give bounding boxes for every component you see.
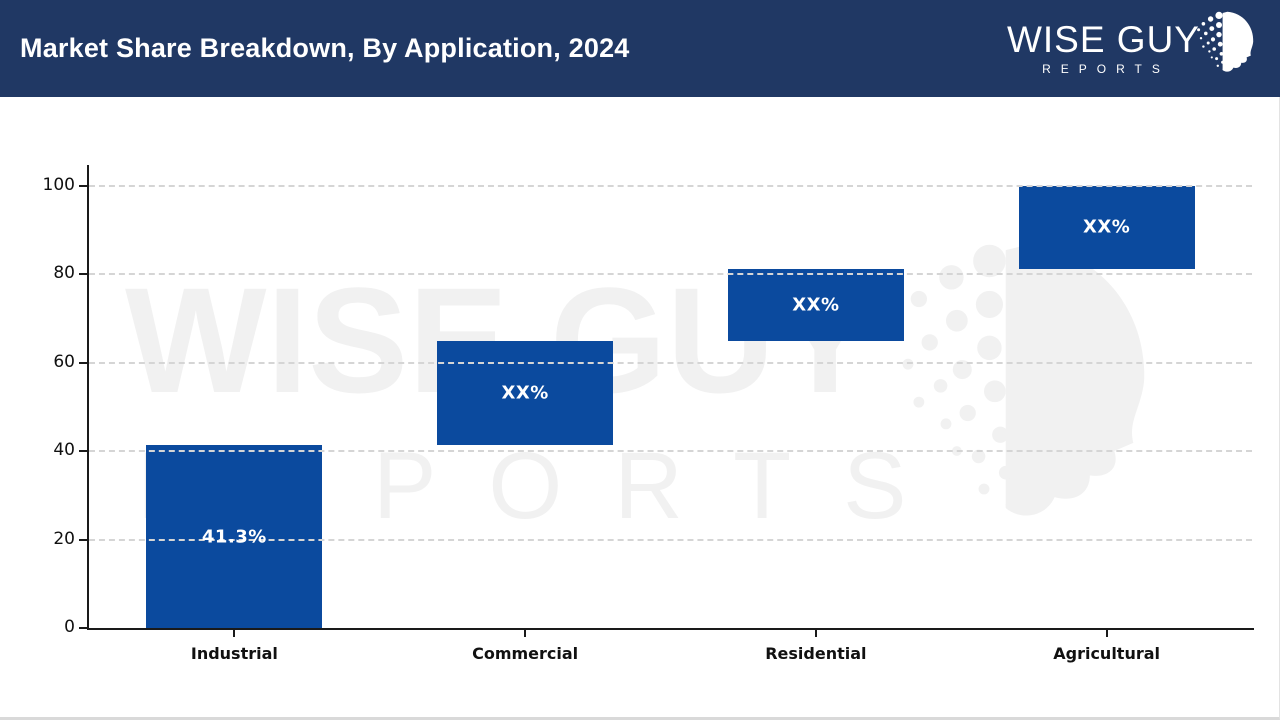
- wiseguy-logo-line1: WISE GUY: [1006, 19, 1200, 60]
- wiseguy-logo: WISE GUY REPORTS: [1007, 7, 1262, 91]
- bar-commercial: [437, 340, 614, 446]
- y-tick-100: [79, 185, 87, 187]
- y-tick-label-100: 100: [42, 175, 75, 195]
- wiseguy-logo-text: WISE GUY REPORTS: [1007, 21, 1200, 76]
- bar-agricultural: [1018, 186, 1195, 269]
- x-category-label-industrial: Industrial: [190, 644, 278, 663]
- x-tick-agricultural: [1105, 630, 1108, 637]
- y-axis-spine: [87, 165, 89, 630]
- page-title: Market Share Breakdown, By Application, …: [20, 33, 630, 63]
- x-category-label-residential: Residential: [765, 644, 867, 663]
- bar-label-residential: XX%: [792, 294, 840, 316]
- bar-industrial: [146, 445, 323, 628]
- x-tick-residential: [814, 630, 817, 637]
- x-category-label-agricultural: Agricultural: [1053, 644, 1161, 663]
- wiseguy-logo-line2: REPORTS: [1042, 62, 1170, 76]
- x-axis-spine: [87, 628, 1254, 630]
- wiseguy-face-icon: [1197, 11, 1254, 72]
- header-bar: Market Share Breakdown, By Application, …: [0, 0, 1280, 97]
- x-tick-commercial: [524, 630, 527, 637]
- bar-residential: [727, 268, 904, 341]
- y-tick-label-60: 60: [53, 351, 75, 372]
- y-tick-label-80: 80: [53, 263, 75, 284]
- y-tick-label-0: 0: [64, 617, 75, 637]
- gridline-40: [89, 450, 1252, 453]
- y-tick-80: [79, 273, 87, 276]
- x-category-label-commercial: Commercial: [472, 644, 579, 663]
- bar-label-agricultural: XX%: [1082, 216, 1131, 238]
- chart-region: WISE GUY REPORTS 41.3% XX% XX% XX% 0 20 40 60 80…: [0, 97, 1280, 720]
- plot-area: 41.3% XX% XX% XX% 0 20 40 60 80 100 Industrial Comm…: [43, 165, 1254, 663]
- y-tick-20: [79, 538, 87, 541]
- gridline-100: [89, 185, 1252, 187]
- x-tick-industrial: [233, 630, 236, 637]
- gridline-60: [89, 361, 1252, 364]
- y-tick-label-40: 40: [53, 440, 75, 461]
- gridline-20: [89, 538, 1252, 541]
- bar-label-industrial: 41.3%: [201, 526, 267, 548]
- gridline-80: [89, 273, 1252, 276]
- y-tick-label-20: 20: [53, 528, 75, 549]
- y-tick-40: [79, 450, 87, 453]
- bar-label-commercial: XX%: [501, 382, 549, 404]
- y-tick-0: [79, 627, 87, 629]
- y-tick-60: [79, 361, 87, 364]
